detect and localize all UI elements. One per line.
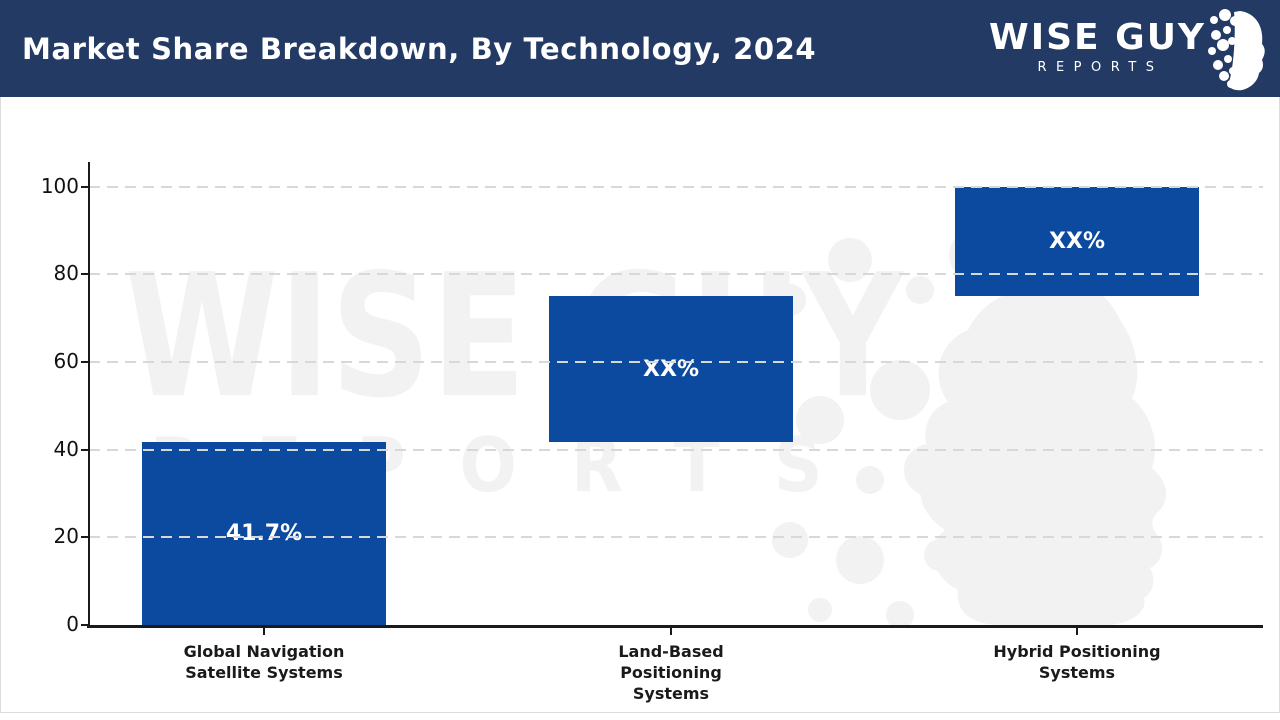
y-tick-mark xyxy=(81,448,89,451)
x-category-label-line: Land-Based xyxy=(618,642,724,661)
y-tick-mark xyxy=(81,624,89,626)
x-category-label-line: Positioning xyxy=(620,663,722,682)
y-tick-mark xyxy=(81,273,89,276)
x-category-label-line: Global Navigation xyxy=(183,642,345,661)
logo: WISE GUY REPORTS xyxy=(989,6,1268,94)
logo-subtext: REPORTS xyxy=(1037,60,1164,75)
gridline-100 xyxy=(89,185,1263,188)
logo-face-icon xyxy=(1208,9,1265,91)
bar-value-label: 41.7% xyxy=(225,521,303,547)
x-tick-mark xyxy=(670,628,672,635)
header: Market Share Breakdown, By Technology, 2… xyxy=(0,0,1280,97)
x-axis-spine xyxy=(87,625,1263,628)
y-tick-label: 20 xyxy=(53,524,79,549)
x-category-label: Land-Based Positioning Systems xyxy=(511,641,831,704)
gridline-80 xyxy=(89,273,1263,276)
y-tick-label: 0 xyxy=(66,612,79,636)
bar-0: 41.7% xyxy=(142,442,386,625)
bar-value-label: XX% xyxy=(643,356,699,382)
gridline-40 xyxy=(89,448,1263,451)
page-title: Market Share Breakdown, By Technology, 2… xyxy=(22,31,817,66)
logo-text: WISE GUY REPORTS xyxy=(988,17,1206,76)
y-tick-label: 60 xyxy=(53,348,79,373)
y-tick-label: 40 xyxy=(53,436,79,461)
x-category-label: Global Navigation Satellite Systems xyxy=(104,641,424,683)
x-category-label-line: Hybrid Positioning xyxy=(993,642,1161,661)
bar-1: XX% xyxy=(549,296,793,443)
x-category-label-line: Systems xyxy=(632,684,710,703)
y-tick-mark xyxy=(81,185,89,188)
gridline-60 xyxy=(89,360,1263,363)
y-tick-label: 80 xyxy=(53,261,79,286)
y-tick-mark xyxy=(81,536,89,539)
x-category-label-line: Satellite Systems xyxy=(185,663,343,682)
bar-2: XX% xyxy=(955,186,1199,297)
y-tick-mark xyxy=(81,360,89,363)
gridline-20 xyxy=(89,536,1263,539)
bar-value-label: XX% xyxy=(1049,228,1105,254)
y-tick-label: 100 xyxy=(40,173,79,198)
logo-wordmark: WISE GUY xyxy=(988,17,1206,58)
y-axis-spine xyxy=(88,162,90,628)
x-category-label: Hybrid Positioning Systems xyxy=(917,641,1237,683)
x-tick-mark xyxy=(263,628,265,635)
x-category-label-line: Systems xyxy=(1038,663,1116,682)
x-tick-mark xyxy=(1076,628,1078,635)
